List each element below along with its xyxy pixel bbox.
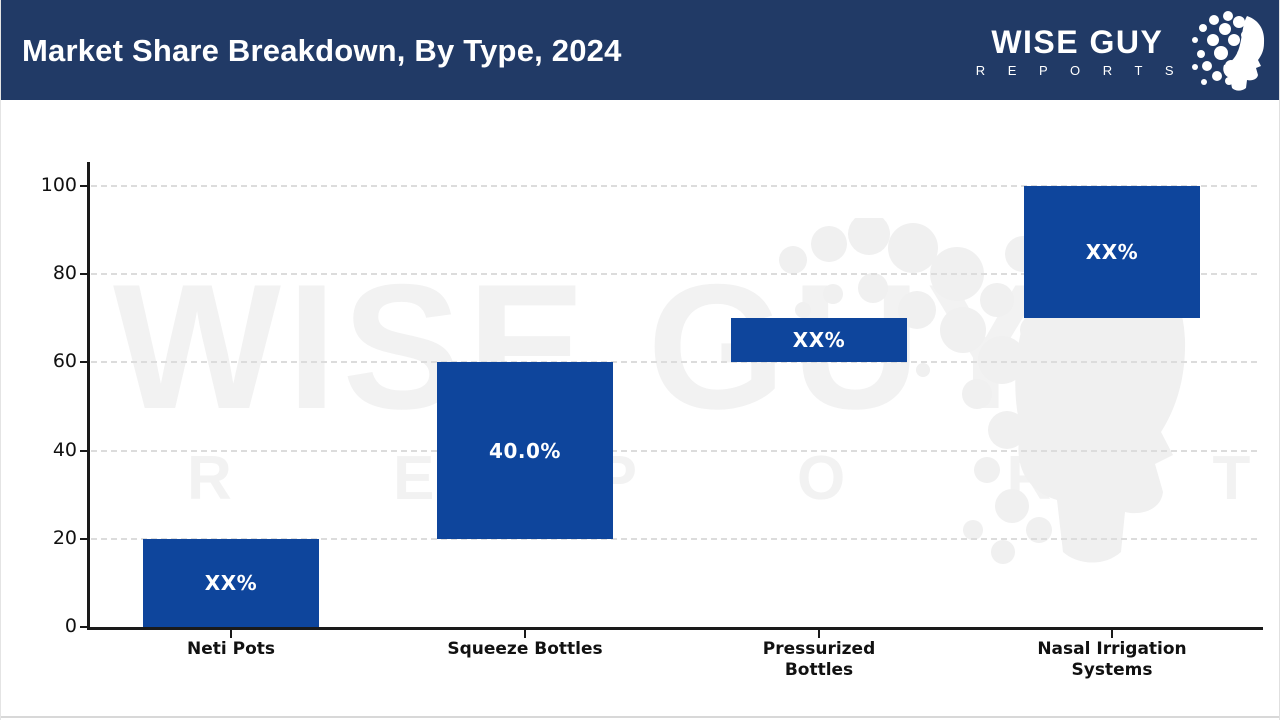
category-label-pressurized-bottles: Pressurized Bottles — [762, 639, 876, 681]
gridline-100 — [91, 185, 1257, 187]
bar-squeeze-bottles: 40.0% — [437, 362, 613, 539]
y-tick-100 — [80, 185, 88, 187]
face-dots-icon — [1192, 11, 1265, 91]
category-label-squeeze-bottles: Squeeze Bottles — [447, 639, 603, 659]
x-tick-3 — [1111, 630, 1113, 638]
bar-value-label: XX% — [792, 328, 846, 353]
bar-neti-pots: XX% — [143, 538, 319, 627]
gridline-60 — [91, 361, 1257, 364]
gridline-20 — [91, 537, 1257, 540]
y-tick-label-20: 20 — [52, 526, 77, 549]
category-label-neti-pots: Neti Pots — [186, 639, 275, 659]
y-tick-60 — [80, 361, 88, 364]
y-tick-40 — [80, 449, 88, 452]
brand-subname: R E P O R T S — [975, 62, 1183, 78]
brand-name: WISE GUY — [991, 24, 1164, 61]
x-tick-0 — [230, 630, 232, 638]
bar-value-label: 40.0% — [489, 438, 561, 463]
y-tick-20 — [80, 537, 88, 540]
gridline-80 — [91, 273, 1257, 276]
bar-pressurized-bottles: XX% — [731, 318, 907, 363]
brand-logo: WISE GUY R E P O R T S — [972, 10, 1265, 94]
y-tick-label-0: 0 — [64, 615, 77, 637]
y-tick-80 — [80, 273, 88, 276]
y-tick-label-100: 100 — [40, 174, 77, 196]
page-title: Market Share Breakdown, By Type, 2024 — [22, 33, 622, 68]
bar-nasal-irrigation-systems: XX% — [1024, 186, 1200, 319]
brand-logo-text: WISE GUY R E P O R T S — [972, 26, 1183, 78]
header-bar: Market Share Breakdown, By Type, 2024 WI… — [1, 0, 1279, 100]
gridline-40 — [91, 449, 1257, 452]
category-label-nasal-irrigation-systems: Nasal Irrigation Systems — [1037, 639, 1187, 681]
y-tick-label-60: 60 — [52, 350, 77, 373]
x-tick-2 — [818, 630, 820, 638]
bottom-divider — [1, 716, 1279, 718]
y-tick-label-80: 80 — [52, 262, 77, 285]
x-tick-1 — [524, 630, 526, 638]
x-axis-line — [87, 627, 1263, 630]
bar-value-label: XX% — [1085, 240, 1139, 265]
y-tick-label-40: 40 — [52, 438, 77, 461]
y-axis-line — [87, 162, 90, 630]
y-tick-0 — [80, 626, 88, 628]
bar-value-label: XX% — [204, 570, 258, 595]
